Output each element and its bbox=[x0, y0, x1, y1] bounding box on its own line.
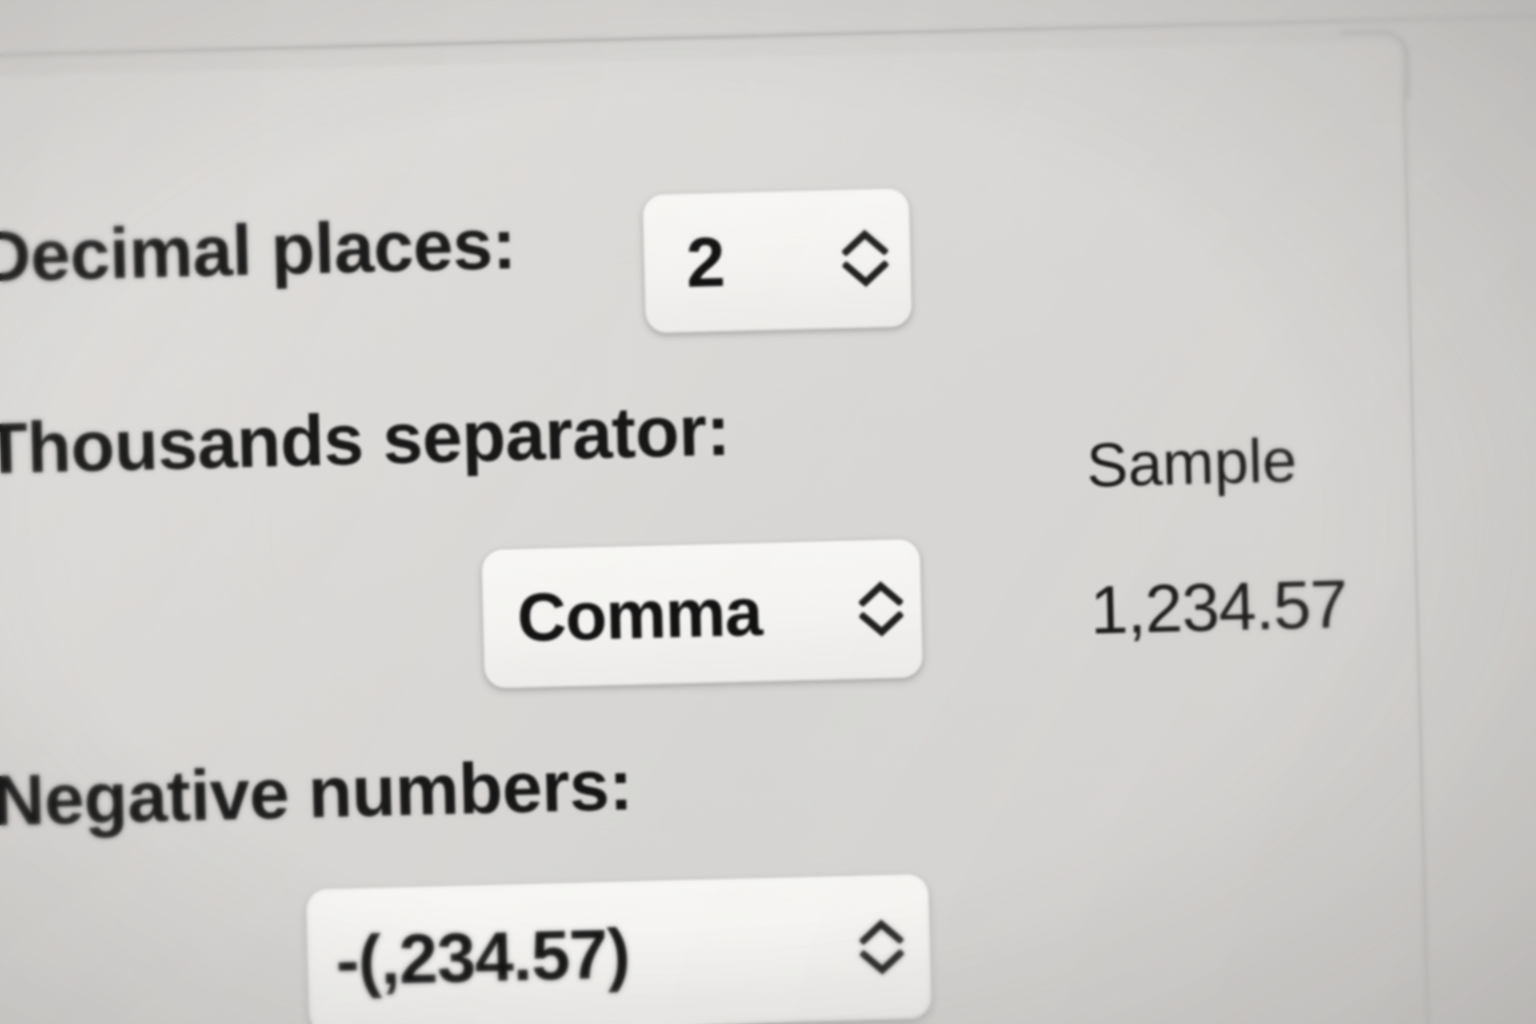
decimal-places-value: 2 bbox=[685, 222, 726, 302]
decimal-places-stepper[interactable]: 2 bbox=[641, 187, 914, 334]
negative-numbers-value: -(,234.57) bbox=[334, 914, 631, 1000]
panel-corner-top-right bbox=[1339, 30, 1410, 101]
thousands-separator-value: Comma bbox=[516, 574, 763, 657]
negative-numbers-label: Negative numbers: bbox=[0, 745, 634, 842]
stepper-chevrons-icon[interactable] bbox=[841, 229, 889, 288]
sample-value: 1,234.57 bbox=[1089, 566, 1348, 649]
thousands-separator-popup[interactable]: Comma bbox=[480, 537, 924, 690]
stepper-chevrons-icon[interactable] bbox=[859, 919, 905, 976]
negative-numbers-popup[interactable]: -(,234.57) bbox=[305, 872, 933, 1024]
sample-preview: Sample 1,234.57 bbox=[1086, 422, 1421, 649]
stepper-chevrons-icon[interactable] bbox=[858, 580, 904, 637]
sample-title: Sample bbox=[1085, 426, 1298, 501]
decimal-places-label: Decimal places: bbox=[0, 204, 517, 298]
